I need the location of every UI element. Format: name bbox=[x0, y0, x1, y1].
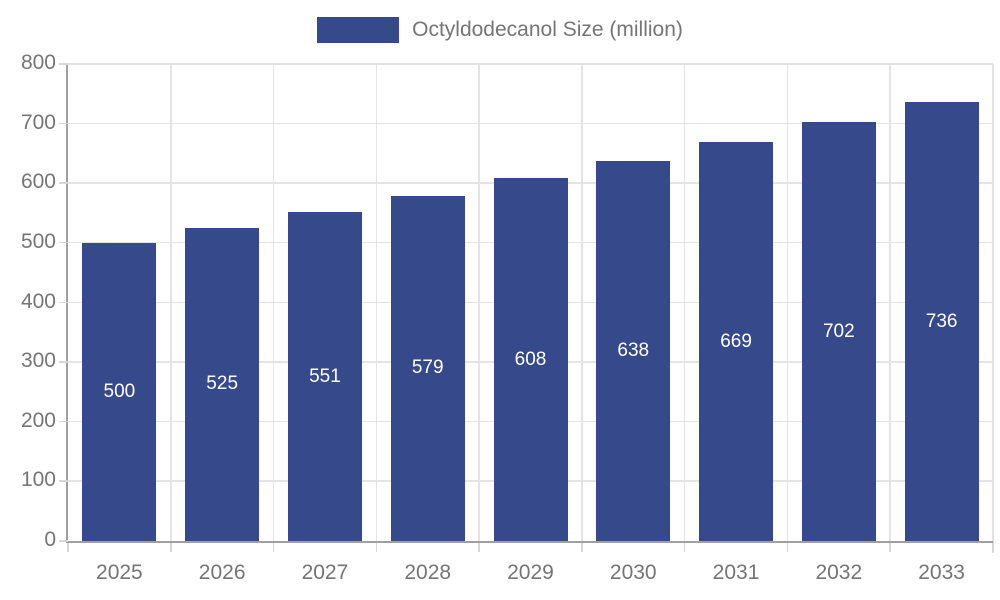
legend[interactable]: Octyldodecanol Size (million) bbox=[0, 16, 1000, 44]
y-tick-label: 300 bbox=[20, 349, 56, 373]
bar-value-label: 500 bbox=[103, 380, 136, 402]
y-tick-label: 400 bbox=[20, 289, 56, 313]
gridline-horizontal bbox=[68, 122, 993, 125]
bar-value-label: 551 bbox=[309, 365, 341, 387]
x-tick-label: 2026 bbox=[198, 561, 246, 584]
gridline-vertical bbox=[170, 64, 172, 541]
x-tick-mark bbox=[683, 543, 686, 552]
bar-value-label: 669 bbox=[720, 330, 752, 352]
x-tick-label: 2032 bbox=[815, 561, 863, 584]
gridline-vertical bbox=[786, 64, 789, 541]
bar-2031: 669 bbox=[699, 142, 774, 541]
y-tick-mark bbox=[59, 182, 68, 184]
bar-value-label: 579 bbox=[411, 357, 444, 379]
bar-2029: 608 bbox=[493, 178, 568, 541]
y-tick-mark bbox=[59, 63, 68, 65]
legend-swatch bbox=[317, 17, 400, 43]
gridline-vertical bbox=[889, 64, 891, 541]
y-tick-mark bbox=[59, 301, 68, 303]
x-tick-mark bbox=[375, 543, 378, 552]
x-tick-label: 2029 bbox=[507, 561, 554, 584]
gridline-vertical bbox=[375, 64, 378, 541]
bar-2027: 551 bbox=[287, 212, 362, 541]
bar-value-label: 736 bbox=[925, 310, 958, 332]
y-tick-label: 200 bbox=[20, 408, 56, 432]
x-tick-label: 2031 bbox=[712, 561, 760, 584]
y-tick-mark bbox=[59, 122, 68, 125]
x-tick-label: 2027 bbox=[301, 561, 349, 584]
x-tick-label: 2030 bbox=[609, 561, 657, 584]
x-tick-mark bbox=[581, 543, 583, 552]
bar-value-label: 525 bbox=[206, 373, 239, 395]
y-tick-label: 0 bbox=[44, 528, 56, 551]
bar-2028: 579 bbox=[390, 195, 465, 541]
x-tick-mark bbox=[478, 543, 480, 552]
y-tick-mark bbox=[59, 540, 68, 542]
bar-2025: 500 bbox=[82, 242, 157, 541]
bar-2033: 736 bbox=[904, 102, 979, 541]
x-tick-label: 2025 bbox=[96, 561, 143, 584]
bar-value-label: 608 bbox=[514, 348, 547, 370]
bar-2026: 525 bbox=[185, 227, 260, 541]
y-tick-mark bbox=[59, 361, 68, 363]
x-tick-mark bbox=[992, 543, 994, 552]
x-tick-mark bbox=[67, 543, 69, 552]
y-tick-label: 700 bbox=[20, 110, 56, 134]
plot-area: 500 525 551 579 608 638 669 702 736 bbox=[66, 63, 994, 553]
y-tick-label: 100 bbox=[20, 468, 56, 492]
x-tick-mark bbox=[889, 543, 891, 552]
x-tick-mark bbox=[786, 543, 789, 552]
plot-border-top bbox=[68, 63, 993, 65]
bar-2032: 702 bbox=[801, 122, 876, 541]
bar-2030: 638 bbox=[596, 160, 671, 541]
bar-value-label: 702 bbox=[822, 320, 855, 342]
y-axis-line bbox=[66, 63, 68, 543]
y-tick-label: 500 bbox=[20, 229, 56, 253]
y-tick-label: 800 bbox=[20, 51, 56, 74]
x-tick-mark bbox=[272, 543, 275, 552]
gridline-vertical bbox=[478, 64, 480, 541]
gridline-vertical bbox=[272, 64, 275, 541]
gridline-vertical bbox=[683, 64, 686, 541]
y-tick-mark bbox=[59, 420, 68, 423]
gridline-vertical bbox=[581, 64, 583, 541]
plot-border-right bbox=[992, 64, 994, 553]
legend-label: Octyldodecanol Size (million) bbox=[412, 18, 683, 41]
x-tick-mark bbox=[170, 543, 172, 552]
y-tick-mark bbox=[59, 480, 68, 482]
y-tick-label: 600 bbox=[20, 170, 56, 194]
bar-value-label: 638 bbox=[617, 339, 650, 361]
x-tick-label: 2028 bbox=[404, 561, 452, 584]
x-tick-label: 2033 bbox=[918, 561, 965, 584]
x-axis-line bbox=[66, 541, 993, 543]
y-tick-mark bbox=[59, 241, 68, 244]
